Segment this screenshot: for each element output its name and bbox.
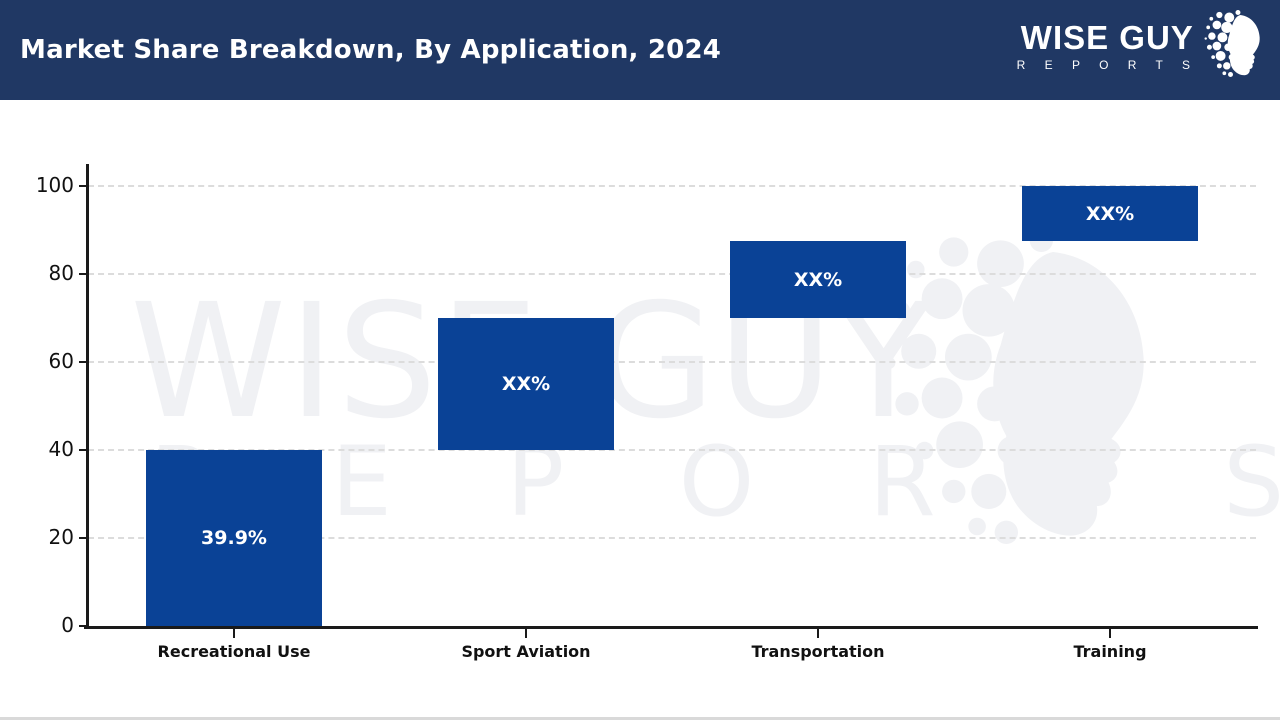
bottom-divider bbox=[0, 717, 1280, 720]
y-tick-60 bbox=[79, 361, 88, 363]
y-gridline-40 bbox=[88, 449, 1256, 451]
bar-recreational-use: 39.9% bbox=[146, 450, 322, 626]
bar-value-label: XX% bbox=[1085, 202, 1135, 225]
y-tick-label-100: 100 bbox=[35, 173, 74, 197]
x-tick-2 bbox=[817, 629, 819, 638]
x-tick-0 bbox=[233, 629, 235, 638]
y-tick-label-0: 0 bbox=[61, 613, 74, 637]
y-tick-40 bbox=[79, 449, 88, 451]
x-category-label: Recreational Use bbox=[157, 642, 311, 661]
y-axis-line bbox=[86, 164, 89, 628]
y-tick-20 bbox=[79, 537, 88, 539]
x-category-label: Transportation bbox=[751, 642, 885, 661]
bar-value-label: XX% bbox=[501, 373, 551, 395]
bar-transportation: XX% bbox=[730, 241, 906, 318]
y-tick-label-20: 20 bbox=[48, 525, 74, 549]
header-bar: Market Share Breakdown, By Application, … bbox=[0, 0, 1280, 100]
bar-value-label: XX% bbox=[793, 268, 843, 291]
logo-subtext: R E P O R T S bbox=[1016, 58, 1198, 72]
y-gridline-100 bbox=[88, 185, 1256, 187]
y-gridline-60 bbox=[88, 361, 1256, 363]
y-gridline-20 bbox=[88, 537, 1256, 539]
y-tick-label-80: 80 bbox=[48, 261, 74, 285]
wise-guy-reports-logo: WISE GUY R E P O R T S bbox=[1017, 8, 1264, 84]
bar-training: XX% bbox=[1022, 186, 1198, 241]
y-gridline-80 bbox=[88, 273, 1256, 275]
waterfall-chart: 0 20 40 60 80 100 39.9% Recreational Use XX% Spor… bbox=[0, 100, 1280, 720]
y-tick-80 bbox=[79, 273, 88, 275]
page-title: Market Share Breakdown, By Application, … bbox=[20, 35, 722, 65]
x-tick-1 bbox=[525, 629, 527, 638]
y-tick-100 bbox=[79, 185, 88, 187]
x-tick-3 bbox=[1109, 629, 1111, 638]
logo-head-icon bbox=[1204, 10, 1260, 77]
bar-value-label: 39.9% bbox=[201, 527, 267, 550]
y-tick-label-60: 60 bbox=[48, 349, 74, 373]
y-tick-0 bbox=[79, 625, 88, 627]
logo-wordmark: WISE GUY bbox=[1020, 19, 1194, 56]
x-category-label: Sport Aviation bbox=[461, 642, 591, 661]
bar-sport-aviation: XX% bbox=[438, 318, 614, 450]
x-axis-line bbox=[84, 626, 1258, 629]
x-category-label: Training bbox=[1073, 642, 1147, 661]
y-tick-label-40: 40 bbox=[48, 437, 74, 461]
